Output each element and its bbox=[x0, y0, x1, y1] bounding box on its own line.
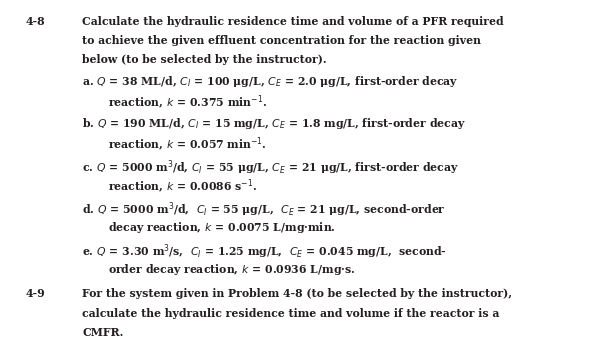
Text: reaction, $\mathit{k}$ = 0.375 min$^{-1}$.: reaction, $\mathit{k}$ = 0.375 min$^{-1}… bbox=[108, 93, 267, 111]
Text: 4-9: 4-9 bbox=[26, 288, 45, 299]
Text: reaction, $\mathit{k}$ = 0.0086 s$^{-1}$.: reaction, $\mathit{k}$ = 0.0086 s$^{-1}$… bbox=[108, 177, 258, 195]
Text: order decay reaction, $\mathit{k}$ = 0.0936 L/mg·s.: order decay reaction, $\mathit{k}$ = 0.0… bbox=[108, 262, 356, 277]
Text: For the system given in Problem 4-8 (to be selected by the instructor),: For the system given in Problem 4-8 (to … bbox=[82, 288, 512, 299]
Text: a. $\mathit{Q}$ = 38 ML/d, $\mathit{C}_I$ = 100 μg/L, $\mathit{C}_E$ = 2.0 μg/L,: a. $\mathit{Q}$ = 38 ML/d, $\mathit{C}_I… bbox=[82, 74, 459, 89]
Text: CMFR.: CMFR. bbox=[82, 327, 124, 338]
Text: to achieve the given effluent concentration for the reaction given: to achieve the given effluent concentrat… bbox=[82, 35, 481, 46]
Text: Calculate the hydraulic residence time and volume of a PFR required: Calculate the hydraulic residence time a… bbox=[82, 16, 504, 27]
Text: below (to be selected by the instructor).: below (to be selected by the instructor)… bbox=[82, 54, 327, 65]
Text: decay reaction, $\mathit{k}$ = 0.0075 L/mg·min.: decay reaction, $\mathit{k}$ = 0.0075 L/… bbox=[108, 220, 336, 235]
Text: reaction, $\mathit{k}$ = 0.057 min$^{-1}$.: reaction, $\mathit{k}$ = 0.057 min$^{-1}… bbox=[108, 135, 267, 153]
Text: d. $\mathit{Q}$ = 5000 m$^3$/d,  $\mathit{C}_I$ = 55 μg/L,  $\mathit{C}_E$ = 21 : d. $\mathit{Q}$ = 5000 m$^3$/d, $\mathit… bbox=[82, 200, 446, 219]
Text: b. $\mathit{Q}$ = 190 ML/d, $\mathit{C}_I$ = 15 mg/L, $\mathit{C}_E$ = 1.8 mg/L,: b. $\mathit{Q}$ = 190 ML/d, $\mathit{C}_… bbox=[82, 116, 466, 131]
Text: 4-8: 4-8 bbox=[26, 16, 45, 27]
Text: calculate the hydraulic residence time and volume if the reactor is a: calculate the hydraulic residence time a… bbox=[82, 308, 499, 319]
Text: e. $\mathit{Q}$ = 3.30 m$^3$/s,  $\mathit{C}_I$ = 1.25 mg/L,  $\mathit{C}_E$ = 0: e. $\mathit{Q}$ = 3.30 m$^3$/s, $\mathit… bbox=[82, 243, 447, 261]
Text: c. $\mathit{Q}$ = 5000 m$^3$/d, $\mathit{C}_I$ = 55 μg/L, $\mathit{C}_E$ = 21 μg: c. $\mathit{Q}$ = 5000 m$^3$/d, $\mathit… bbox=[82, 158, 459, 177]
